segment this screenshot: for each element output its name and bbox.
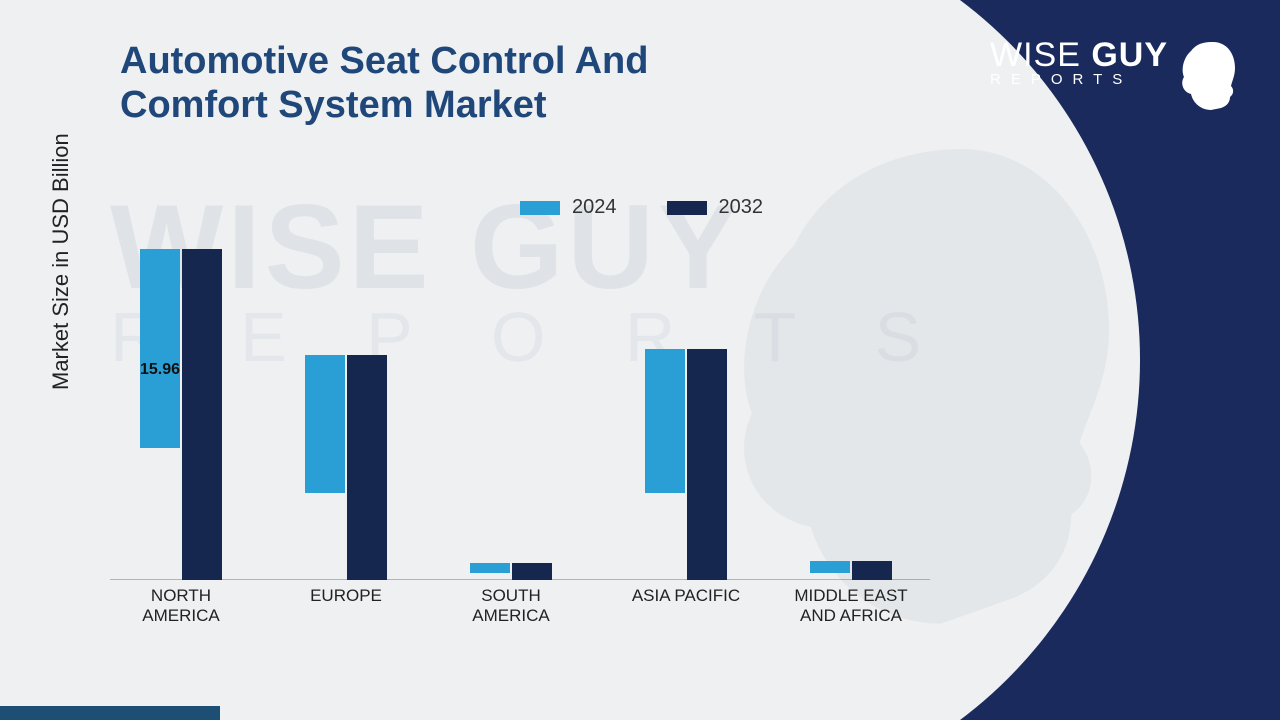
bar-2024 [140,249,180,449]
bar-group: NORTH AMERICA [140,249,222,580]
category-label: EUROPE [276,580,416,606]
legend-item-2032: 2032 [667,196,764,219]
bar-group: SOUTH AMERICA [470,563,552,581]
bar-2032 [852,561,892,580]
brand-logo: WISE GUY REPORTS [990,40,1250,110]
bar-2024 [810,561,850,572]
y-axis-label: Market Size in USD Billion [48,133,74,390]
chart-title: Automotive Seat Control And Comfort Syst… [120,40,740,127]
brand-text: WISE GUY REPORTS [990,40,1168,86]
legend-label-2024: 2024 [572,196,617,219]
stage: WISE GUY R E P O R T S Automotive Seat C… [0,0,1280,720]
category-label: SOUTH AMERICA [441,580,581,625]
legend-label-2032: 2032 [719,196,764,219]
bottom-left-strip [0,706,220,720]
legend: 2024 2032 [520,196,763,219]
legend-item-2024: 2024 [520,196,617,219]
bar-2032 [512,563,552,581]
category-label: ASIA PACIFIC [616,580,756,606]
bar-group: MIDDLE EAST AND AFRICA [810,561,892,580]
brand-word-wise: WISE [990,36,1081,74]
legend-swatch-2024 [520,201,560,215]
brand-line2: REPORTS [990,73,1168,87]
brand-head-icon [1178,40,1240,110]
bar-2032 [347,355,387,580]
bar-2024 [470,563,510,573]
brand-line1: WISE GUY [990,40,1168,71]
bar-group: EUROPE [305,355,387,580]
brand-word-guy: GUY [1091,36,1168,74]
value-label: 15.96 [140,361,180,379]
category-label: MIDDLE EAST AND AFRICA [781,580,921,625]
bar-2032 [182,249,222,580]
bar-group: ASIA PACIFIC [645,349,727,580]
legend-swatch-2032 [667,201,707,215]
plot-area: NORTH AMERICA15.96 EUROPE SOUTH AMERICA ASI… [110,230,930,580]
category-label: NORTH AMERICA [111,580,251,625]
bar-2032 [687,349,727,580]
bar-2024 [645,349,685,493]
bar-2024 [305,355,345,493]
